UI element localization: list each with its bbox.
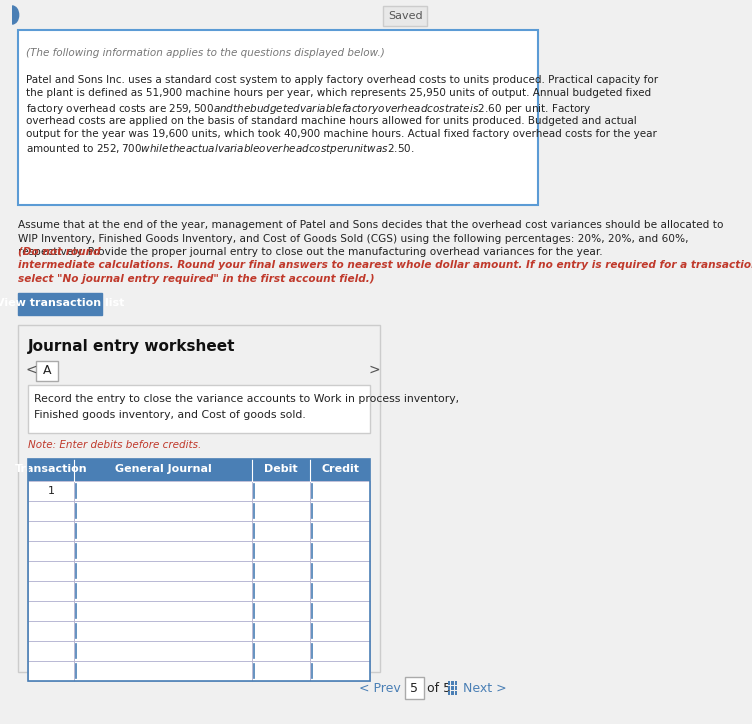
FancyBboxPatch shape: [18, 30, 538, 205]
Text: Next >: Next >: [463, 681, 507, 694]
Text: Transaction: Transaction: [15, 465, 87, 474]
FancyBboxPatch shape: [28, 521, 74, 541]
Text: Assume that at the end of the year, management of Patel and Sons decides that th: Assume that at the end of the year, mana…: [18, 220, 723, 230]
FancyBboxPatch shape: [36, 361, 58, 381]
Text: Note: Enter debits before credits.: Note: Enter debits before credits.: [28, 440, 201, 450]
Text: General Journal: General Journal: [115, 465, 211, 474]
FancyBboxPatch shape: [74, 560, 252, 581]
Text: Debit: Debit: [265, 465, 298, 474]
FancyBboxPatch shape: [455, 691, 457, 694]
FancyBboxPatch shape: [28, 560, 74, 581]
Text: (The following information applies to the questions displayed below.): (The following information applies to th…: [26, 48, 385, 58]
FancyBboxPatch shape: [28, 660, 74, 681]
FancyBboxPatch shape: [455, 686, 457, 689]
Text: intermediate calculations. Round your final answers to nearest whole dollar amou: intermediate calculations. Round your fi…: [18, 261, 752, 271]
FancyBboxPatch shape: [311, 600, 370, 620]
FancyBboxPatch shape: [447, 681, 450, 684]
Text: 1: 1: [47, 486, 54, 495]
FancyBboxPatch shape: [311, 541, 370, 560]
Text: respectively. Provide the proper journal entry to close out the manufacturing ov: respectively. Provide the proper journal…: [18, 247, 602, 257]
FancyBboxPatch shape: [252, 600, 311, 620]
FancyBboxPatch shape: [252, 500, 311, 521]
Circle shape: [6, 6, 19, 24]
FancyBboxPatch shape: [455, 681, 457, 684]
Text: View transaction list: View transaction list: [0, 298, 124, 308]
FancyBboxPatch shape: [28, 541, 74, 560]
FancyBboxPatch shape: [18, 292, 102, 314]
Text: Journal entry worksheet: Journal entry worksheet: [28, 339, 235, 353]
Text: Saved: Saved: [388, 11, 423, 21]
FancyBboxPatch shape: [405, 677, 423, 699]
FancyBboxPatch shape: [18, 324, 381, 672]
FancyBboxPatch shape: [28, 581, 74, 600]
FancyBboxPatch shape: [447, 686, 450, 689]
FancyBboxPatch shape: [74, 500, 252, 521]
Text: of 5: of 5: [427, 681, 451, 694]
FancyBboxPatch shape: [447, 691, 450, 694]
Text: < Prev: < Prev: [359, 681, 401, 694]
Text: amounted to $252,700 while the actual variable overhead cost per unit was $2.50.: amounted to $252,700 while the actual va…: [26, 143, 415, 156]
FancyBboxPatch shape: [252, 521, 311, 541]
FancyBboxPatch shape: [74, 481, 252, 500]
FancyBboxPatch shape: [74, 541, 252, 560]
Text: >: >: [369, 363, 381, 376]
FancyBboxPatch shape: [252, 660, 311, 681]
Text: 5: 5: [411, 681, 418, 694]
FancyBboxPatch shape: [252, 581, 311, 600]
FancyBboxPatch shape: [311, 560, 370, 581]
Text: A: A: [43, 364, 51, 377]
FancyBboxPatch shape: [451, 686, 453, 689]
Text: Patel and Sons Inc. uses a standard cost system to apply factory overhead costs : Patel and Sons Inc. uses a standard cost…: [26, 75, 659, 85]
FancyBboxPatch shape: [383, 6, 427, 26]
Text: the plant is defined as 51,900 machine hours per year, which represents 25,950 u: the plant is defined as 51,900 machine h…: [26, 88, 651, 98]
FancyBboxPatch shape: [252, 560, 311, 581]
FancyBboxPatch shape: [74, 620, 252, 641]
FancyBboxPatch shape: [28, 620, 74, 641]
Text: Credit: Credit: [321, 465, 359, 474]
Text: Record the entry to close the variance accounts to Work in process inventory,: Record the entry to close the variance a…: [34, 395, 459, 405]
Text: Finished goods inventory, and Cost of goods sold.: Finished goods inventory, and Cost of go…: [34, 410, 305, 419]
FancyBboxPatch shape: [74, 581, 252, 600]
FancyBboxPatch shape: [311, 581, 370, 600]
FancyBboxPatch shape: [28, 384, 370, 432]
FancyBboxPatch shape: [311, 641, 370, 660]
FancyBboxPatch shape: [252, 481, 311, 500]
FancyBboxPatch shape: [311, 481, 370, 500]
FancyBboxPatch shape: [74, 521, 252, 541]
FancyBboxPatch shape: [252, 641, 311, 660]
Text: overhead costs are applied on the basis of standard machine hours allowed for un: overhead costs are applied on the basis …: [26, 116, 637, 125]
FancyBboxPatch shape: [311, 620, 370, 641]
Text: <: <: [25, 363, 37, 376]
FancyBboxPatch shape: [74, 600, 252, 620]
FancyBboxPatch shape: [28, 641, 74, 660]
Text: factory overhead costs are $259,500 and the budgeted variable factory overhead c: factory overhead costs are $259,500 and …: [26, 102, 593, 116]
FancyBboxPatch shape: [28, 458, 370, 481]
FancyBboxPatch shape: [311, 660, 370, 681]
FancyBboxPatch shape: [252, 541, 311, 560]
FancyBboxPatch shape: [28, 500, 74, 521]
FancyBboxPatch shape: [74, 660, 252, 681]
FancyBboxPatch shape: [451, 691, 453, 694]
Text: WIP Inventory, Finished Goods Inventory, and Cost of Goods Sold (CGS) using the : WIP Inventory, Finished Goods Inventory,…: [18, 234, 688, 243]
Text: (Do not round: (Do not round: [18, 247, 101, 257]
Text: select "No journal entry required" in the first account field.): select "No journal entry required" in th…: [18, 274, 374, 284]
FancyBboxPatch shape: [451, 681, 453, 684]
FancyBboxPatch shape: [28, 600, 74, 620]
FancyBboxPatch shape: [74, 641, 252, 660]
Text: output for the year was 19,600 units, which took 40,900 machine hours. Actual fi: output for the year was 19,600 units, wh…: [26, 129, 657, 139]
FancyBboxPatch shape: [252, 620, 311, 641]
FancyBboxPatch shape: [28, 481, 74, 500]
FancyBboxPatch shape: [311, 521, 370, 541]
FancyBboxPatch shape: [311, 500, 370, 521]
